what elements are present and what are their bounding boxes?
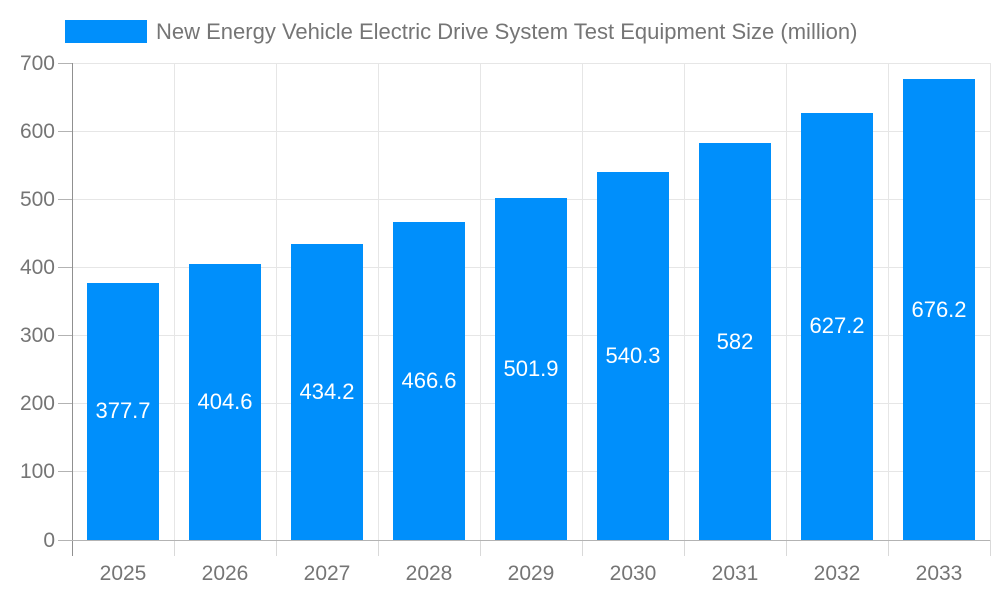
y-tick — [58, 471, 72, 473]
y-tick — [58, 335, 72, 337]
x-tick-label: 2029 — [507, 562, 555, 585]
y-tick — [58, 403, 72, 405]
legend-swatch — [65, 20, 147, 43]
bar-value-label: 582 — [716, 328, 754, 354]
x-tick-label: 2030 — [609, 562, 657, 585]
bar[interactable]: 466.6 — [393, 222, 465, 540]
bar-value-label: 540.3 — [605, 342, 661, 368]
x-tick — [683, 540, 685, 556]
bar[interactable]: 676.2 — [903, 79, 975, 540]
bar[interactable]: 377.7 — [87, 282, 159, 540]
v-gridline — [887, 63, 889, 540]
v-gridline — [275, 63, 277, 540]
bar-value-label: 676.2 — [911, 296, 967, 322]
y-axis-line — [71, 63, 73, 556]
v-gridline — [989, 63, 991, 540]
y-tick-label: 100 — [19, 460, 55, 484]
legend-label: New Energy Vehicle Electric Drive System… — [156, 19, 858, 44]
h-gridline — [72, 62, 990, 64]
v-gridline — [377, 63, 379, 540]
y-tick — [58, 266, 72, 268]
bar-value-label: 404.6 — [197, 389, 253, 415]
bar-value-label: 627.2 — [809, 313, 865, 339]
bar[interactable]: 582 — [699, 143, 771, 540]
y-tick-label: 500 — [19, 187, 55, 211]
bar[interactable]: 404.6 — [189, 264, 261, 540]
x-tick — [479, 540, 481, 556]
x-tick — [581, 540, 583, 556]
x-tick-label: 2025 — [99, 562, 147, 585]
v-gridline — [581, 63, 583, 540]
y-tick — [58, 198, 72, 200]
v-gridline — [479, 63, 481, 540]
y-tick — [58, 130, 72, 132]
bar-value-label: 377.7 — [95, 398, 151, 424]
x-axis-line — [58, 539, 990, 541]
y-tick-label: 200 — [19, 392, 55, 416]
x-tick-label: 2027 — [303, 562, 351, 585]
bar[interactable]: 627.2 — [801, 112, 873, 540]
h-gridline — [72, 130, 990, 132]
x-tick — [887, 540, 889, 556]
bar[interactable]: 540.3 — [597, 171, 669, 540]
y-tick — [58, 62, 72, 64]
bar-value-label: 501.9 — [503, 355, 559, 381]
v-gridline — [683, 63, 685, 540]
x-tick — [989, 540, 991, 556]
v-gridline — [173, 63, 175, 540]
y-tick-label: 600 — [19, 119, 55, 143]
bar[interactable]: 501.9 — [495, 197, 567, 540]
v-gridline — [785, 63, 787, 540]
x-tick — [377, 540, 379, 556]
bar-value-label: 434.2 — [299, 379, 355, 405]
x-tick — [173, 540, 175, 556]
x-tick — [275, 540, 277, 556]
y-tick-label: 700 — [19, 51, 55, 75]
x-tick-label: 2032 — [813, 562, 861, 585]
x-tick-label: 2033 — [915, 562, 963, 585]
x-tick-label: 2028 — [405, 562, 453, 585]
x-tick-label: 2031 — [711, 562, 759, 585]
y-tick-label: 300 — [19, 324, 55, 348]
y-tick-label: 400 — [19, 255, 55, 279]
x-tick-label: 2026 — [201, 562, 249, 585]
x-tick — [785, 540, 787, 556]
bar[interactable]: 434.2 — [291, 244, 363, 540]
y-tick-label: 0 — [43, 528, 55, 552]
bar-value-label: 466.6 — [401, 368, 457, 393]
